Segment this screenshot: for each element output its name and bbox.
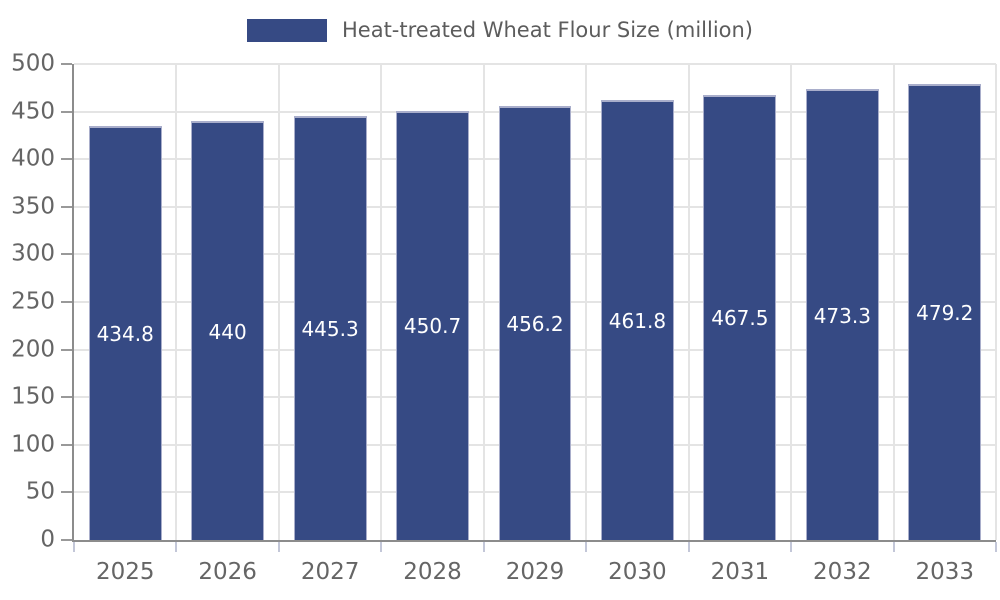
x-tick-label: 2025 xyxy=(95,559,155,585)
legend-label: Heat-treated Wheat Flour Size (million) xyxy=(341,18,754,42)
x-tick-label: 2026 xyxy=(198,559,257,585)
bar: 467.5 xyxy=(703,94,777,540)
y-tick xyxy=(61,443,72,446)
y-tick xyxy=(61,348,72,351)
v-gridline xyxy=(687,64,690,540)
x-tick xyxy=(585,542,588,552)
v-gridline xyxy=(995,64,997,540)
y-tick-label: 300 xyxy=(11,240,55,267)
bar-value-label: 445.3 xyxy=(301,317,359,342)
bar-cell: 473.3 2032 xyxy=(791,64,893,584)
x-tick xyxy=(380,542,383,552)
x-tick-label: 2031 xyxy=(710,559,770,585)
x-tick-label: 2033 xyxy=(915,559,975,585)
h-gridline xyxy=(74,63,996,65)
x-tick-label: 2028 xyxy=(403,559,462,585)
y-tick-label: 100 xyxy=(11,431,55,458)
y-tick-label: 450 xyxy=(11,98,55,125)
bar-value-label: 440 xyxy=(208,319,247,344)
bar: 473.3 xyxy=(805,89,879,540)
bar-cell: 479.2 2033 xyxy=(894,64,996,584)
x-tick xyxy=(892,542,895,552)
y-tick xyxy=(61,158,72,161)
bar-value-label: 450.7 xyxy=(403,314,462,339)
x-tick xyxy=(790,542,793,552)
bar-value-label: 434.8 xyxy=(96,322,154,347)
y-tick xyxy=(61,396,72,399)
bar-cell: 434.8 2025 xyxy=(74,64,176,584)
y-tick xyxy=(61,63,72,65)
x-tick xyxy=(687,542,690,552)
y-tick xyxy=(61,301,72,303)
x-tick xyxy=(175,542,178,552)
bar-cell: 461.8 2030 xyxy=(586,64,688,584)
bar-cell: 450.7 2028 xyxy=(381,64,483,584)
v-gridline xyxy=(892,64,895,540)
x-tick-label: 2030 xyxy=(608,559,667,585)
y-tick xyxy=(61,110,72,113)
legend-swatch xyxy=(246,18,327,42)
bar-cell: 445.3 2027 xyxy=(279,64,381,584)
x-tick xyxy=(482,542,485,552)
y-tick-label: 50 xyxy=(25,478,55,505)
x-tick xyxy=(995,542,997,552)
y-tick xyxy=(61,491,72,494)
y-tick-label: 0 xyxy=(40,526,55,553)
x-tick-label: 2027 xyxy=(300,559,360,585)
v-gridline xyxy=(380,64,383,540)
legend: Heat-treated Wheat Flour Size (million) xyxy=(0,18,1000,42)
y-tick xyxy=(61,253,72,256)
y-tick-label: 400 xyxy=(11,145,55,172)
bar-value-label: 467.5 xyxy=(711,306,769,331)
bar-cell: 456.2 2029 xyxy=(484,64,586,584)
y-tick-label: 200 xyxy=(11,336,55,363)
bar-value-label: 479.2 xyxy=(916,300,974,325)
x-tick xyxy=(277,542,280,552)
bar: 440 xyxy=(191,121,265,540)
bar-cell: 440 2026 xyxy=(176,64,278,584)
y-tick-label: 150 xyxy=(11,383,55,410)
bar-cell: 467.5 2031 xyxy=(689,64,791,584)
x-tick-label: 2029 xyxy=(505,559,565,585)
y-tick xyxy=(61,539,72,541)
y-tick xyxy=(61,205,72,208)
x-tick-label: 2032 xyxy=(813,559,872,585)
bar: 450.7 xyxy=(396,110,469,540)
bar-value-label: 456.2 xyxy=(506,311,564,336)
bar-value-label: 461.8 xyxy=(608,309,667,334)
y-tick-label: 350 xyxy=(11,193,55,220)
bar: 434.8 xyxy=(88,126,162,540)
bar: 445.3 xyxy=(293,116,367,540)
v-gridline xyxy=(585,64,588,540)
v-gridline xyxy=(790,64,793,540)
x-tick xyxy=(73,542,75,552)
y-tick-label: 500 xyxy=(11,50,55,77)
bar-value-label: 473.3 xyxy=(813,303,871,328)
y-tick-label: 250 xyxy=(11,288,55,315)
v-gridline xyxy=(277,64,280,540)
bar: 461.8 xyxy=(600,100,674,540)
v-gridline xyxy=(482,64,485,540)
bar: 456.2 xyxy=(498,105,572,540)
bar: 479.2 xyxy=(908,83,982,540)
v-gridline xyxy=(175,64,178,540)
plot-area: 0 50 100 150 200 250 300 350 400 450 500 434.8 2025 4… xyxy=(11,52,997,584)
